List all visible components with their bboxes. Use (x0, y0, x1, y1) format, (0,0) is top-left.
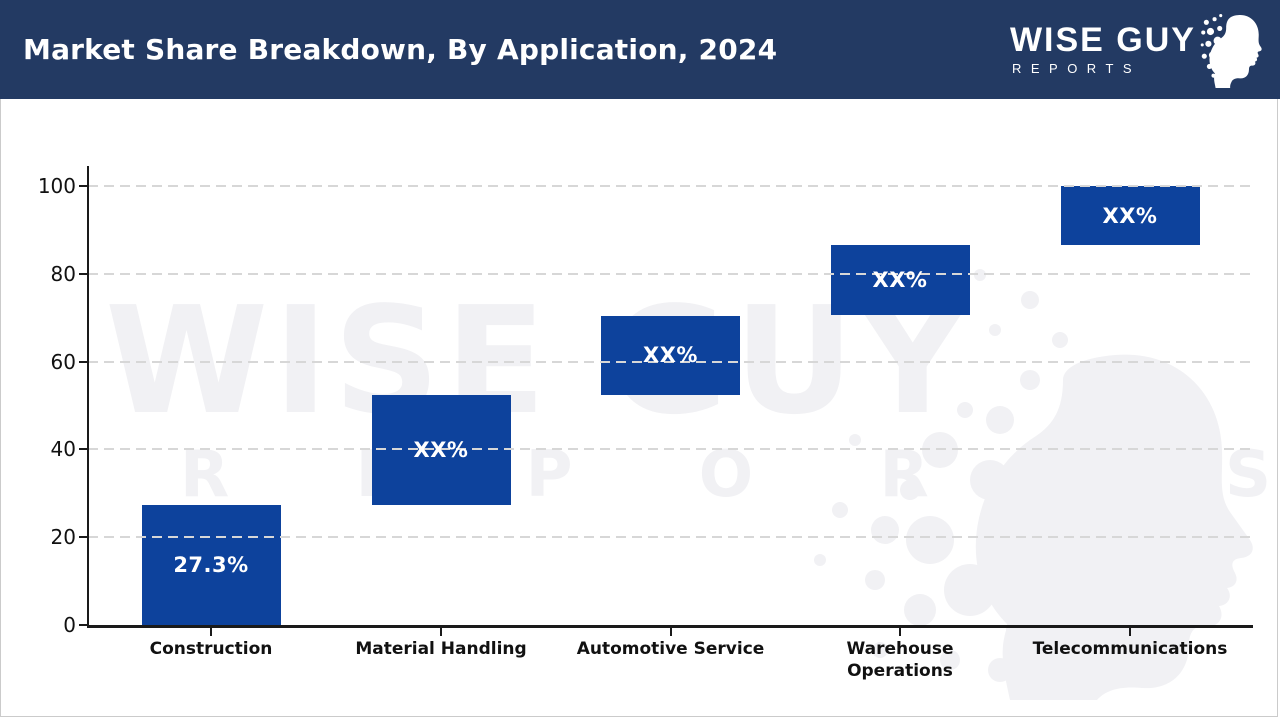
y-axis-label-0: 0 (63, 613, 76, 637)
y-tick-mark-60 (79, 360, 87, 363)
x-axis-label-0: Construction (149, 639, 273, 659)
y-axis-label-100: 100 (37, 174, 76, 198)
logo-text: WISE GUY REPORTS (1009, 21, 1196, 76)
y-axis-spine (87, 166, 89, 627)
logo-wordmark: WISE GUY (1009, 21, 1196, 60)
x-axis-label-3: Warehouse Operations (846, 639, 954, 682)
gridline-y20 (88, 536, 1253, 539)
x-axis-label-2: Automotive Service (576, 639, 765, 659)
y-axis-label-40: 40 (50, 437, 76, 462)
bar-value-label: XX% (1102, 203, 1158, 228)
y-axis-label-80: 80 (50, 261, 76, 286)
y-axis-label-60: 60 (50, 349, 76, 374)
x-tick-mark-2 (669, 627, 672, 636)
x-tick-mark-3 (899, 627, 901, 636)
y-tick-mark-0 (79, 624, 87, 626)
y-tick-mark-80 (79, 272, 87, 275)
header-bar: Market Share Breakdown, By Application, … (0, 0, 1280, 99)
x-axis-spine (87, 625, 1253, 628)
bar-warehouse-operations (830, 245, 970, 316)
x-tick-mark-1 (440, 627, 442, 636)
logo-head-profile-icon (1200, 13, 1262, 88)
y-tick-mark-20 (79, 536, 87, 539)
bar-construction (141, 505, 281, 625)
y-tick-mark-40 (79, 448, 87, 451)
page-title: Market Share Breakdown, By Application, … (23, 33, 778, 66)
bar-value-label: XX% (872, 268, 928, 293)
x-tick-mark-0 (210, 627, 212, 636)
gridline-y100 (88, 185, 1253, 187)
bar-value-label: XX% (643, 343, 698, 367)
x-axis-label-4: Telecommunications (1032, 639, 1228, 659)
y-axis-label-20: 20 (50, 525, 76, 550)
x-axis-label-1: Material Handling (355, 639, 527, 659)
gridline-y40 (88, 448, 1253, 451)
wise-guy-reports-logo: WISE GUY REPORTS (1010, 12, 1262, 88)
gridline-y60 (88, 360, 1253, 363)
y-tick-mark-100 (79, 185, 87, 187)
logo-subtitle: REPORTS (1011, 60, 1142, 76)
watermark-head-profile (814, 269, 1253, 700)
bar-telecommunications (1060, 186, 1200, 246)
x-tick-mark-4 (1129, 627, 1131, 636)
bar-value-label: XX% (413, 437, 469, 462)
bar-value-label: 27.3% (173, 553, 249, 578)
bar-automotive-service (601, 315, 740, 395)
gridline-y80 (88, 272, 1253, 275)
